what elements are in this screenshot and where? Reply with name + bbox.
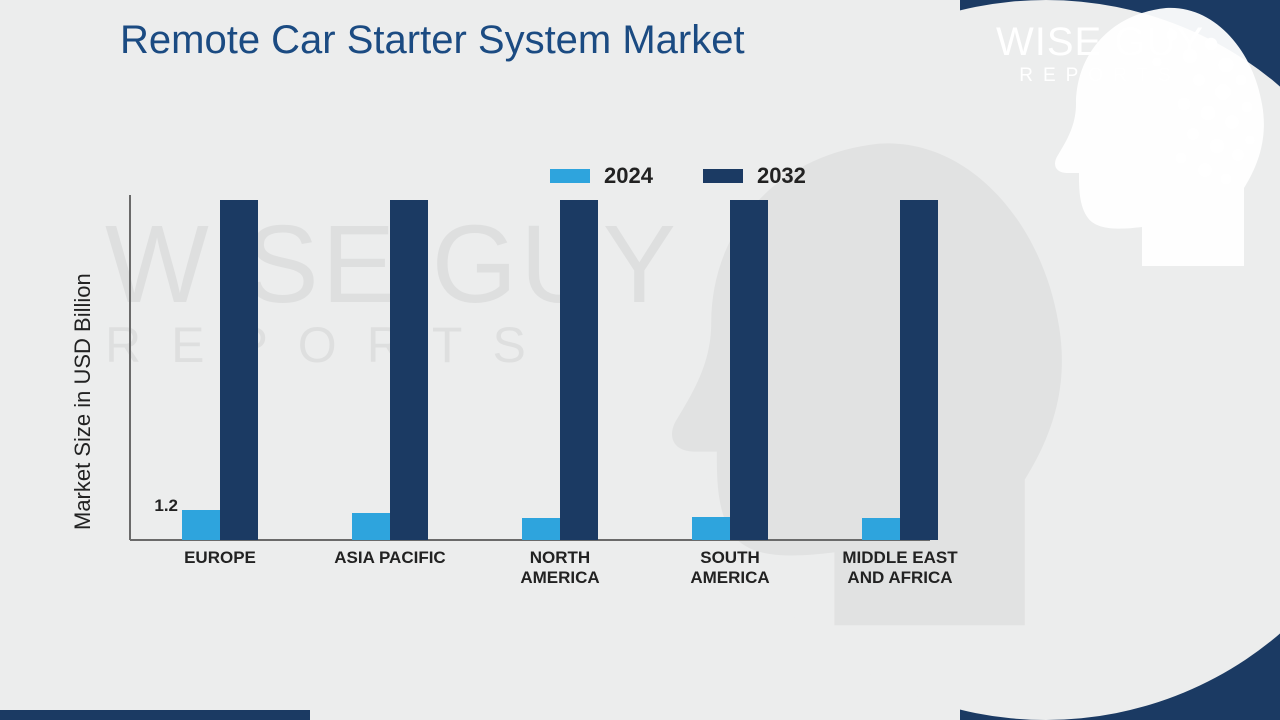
- category-label: MIDDLE EAST AND AFRICA: [830, 548, 970, 587]
- legend-item-2024: 2024: [550, 163, 653, 189]
- logo-line2: REPORTS: [980, 65, 1220, 87]
- legend-label-2024: 2024: [604, 163, 653, 189]
- y-axis-line: [129, 195, 131, 540]
- chart-title: Remote Car Starter System Market: [120, 18, 745, 63]
- legend-label-2032: 2032: [757, 163, 806, 189]
- logo: WISE GUY REPORTS: [980, 20, 1220, 87]
- bar: [560, 200, 598, 540]
- bar: [220, 200, 258, 540]
- legend-item-2032: 2032: [703, 163, 806, 189]
- bar: [692, 517, 730, 540]
- category-label: NORTH AMERICA: [490, 548, 630, 587]
- bar: [730, 200, 768, 540]
- bar: [390, 200, 428, 540]
- y-axis-label: Market Size in USD Billion: [70, 273, 96, 530]
- bar: [522, 518, 560, 540]
- bar: [862, 518, 900, 540]
- legend-swatch-2024: [550, 169, 590, 183]
- bar: [900, 200, 938, 540]
- bar: [182, 510, 220, 540]
- category-label: EUROPE: [150, 548, 290, 568]
- legend: 2024 2032: [550, 163, 806, 189]
- bar: [352, 513, 390, 540]
- bar-value-label: 1.2: [138, 496, 178, 516]
- legend-swatch-2032: [703, 169, 743, 183]
- category-label: SOUTH AMERICA: [660, 548, 800, 587]
- logo-line1: WISE GUY: [980, 20, 1220, 65]
- bottom-accent-bar: [0, 710, 310, 720]
- stage: WISE GUY REPORTS Remote Car Starter Syst…: [0, 0, 1280, 720]
- category-label: ASIA PACIFIC: [320, 548, 460, 568]
- chart-plot-area: 1.2: [130, 195, 930, 540]
